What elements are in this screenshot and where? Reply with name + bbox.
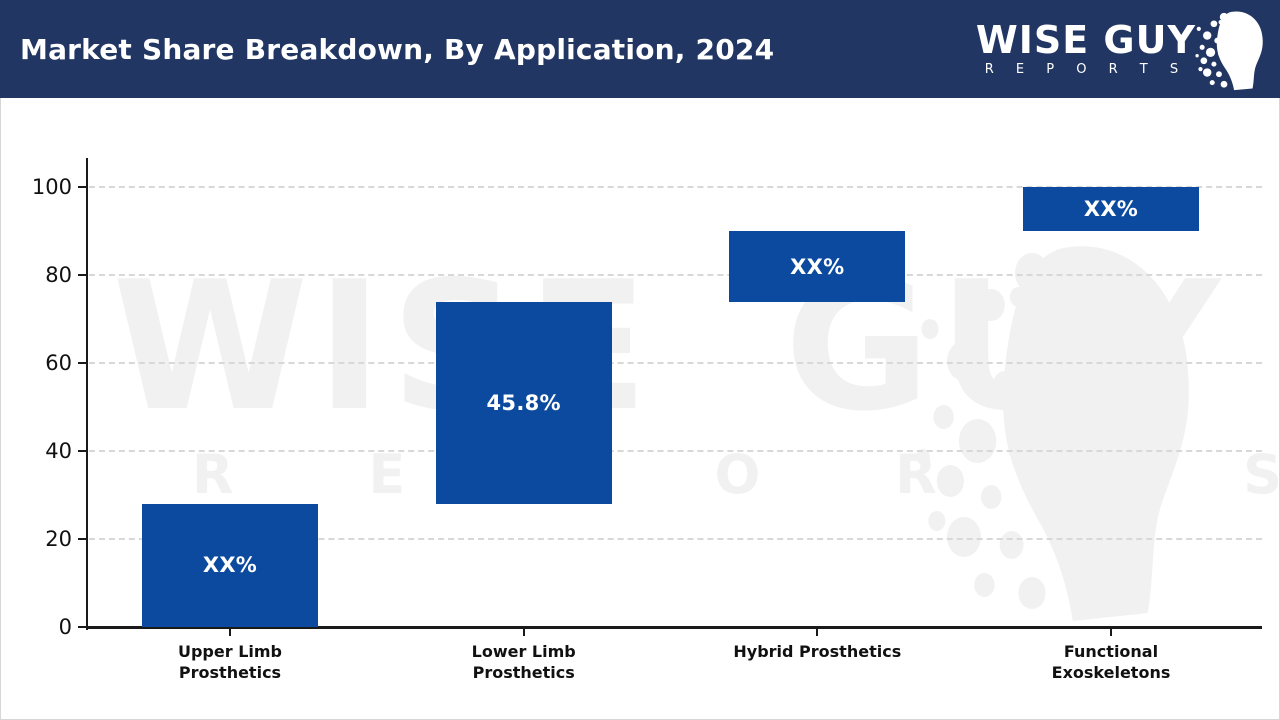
bar-upper-limb-prosthetics: XX% xyxy=(142,503,318,627)
x-tick-mark xyxy=(522,629,525,636)
y-gridline xyxy=(89,362,1262,364)
bar-value-label: XX% xyxy=(1083,197,1139,221)
watermark-head-icon xyxy=(916,246,1189,621)
y-gridline xyxy=(89,538,1262,540)
y-tick-mark xyxy=(78,186,86,188)
y-tick-mark xyxy=(78,450,86,452)
y-tick-label: 60 xyxy=(45,351,72,375)
x-category-label: Hybrid Prosthetics xyxy=(733,642,902,661)
bar-lower-limb-prosthetics: 45.8% xyxy=(435,302,612,504)
x-category-label: Upper Limb Prosthetics xyxy=(177,642,282,682)
x-category-label: Lower Limb Prosthetics xyxy=(471,642,576,682)
y-tick-label: 100 xyxy=(31,175,72,199)
y-tick-label: 20 xyxy=(45,527,72,551)
bar-value-label: 45.8% xyxy=(486,391,561,416)
header-bar: Market Share Breakdown, By Application, … xyxy=(0,0,1280,98)
x-tick-mark xyxy=(229,629,231,636)
x-tick-mark xyxy=(816,629,819,636)
chart-title: Market Share Breakdown, By Application, … xyxy=(20,32,775,66)
x-tick-mark xyxy=(1110,629,1112,636)
y-tick-label: 0 xyxy=(58,615,72,639)
y-axis-line xyxy=(86,158,88,630)
y-tick-mark xyxy=(78,274,86,276)
bar-hybrid-prosthetics: XX% xyxy=(729,231,906,303)
y-tick-mark xyxy=(78,362,86,364)
y-tick-label: 80 xyxy=(45,263,72,287)
x-axis-line xyxy=(86,626,1262,629)
y-gridline xyxy=(89,450,1262,452)
bar-value-label: XX% xyxy=(202,553,258,578)
x-category-label: Functional Exoskeletons xyxy=(1051,642,1171,682)
y-tick-mark xyxy=(78,626,86,628)
logo-subtitle: R E P O R T S xyxy=(984,62,1188,77)
frame-edge-left xyxy=(0,98,1,720)
bar-functional-exoskeletons: XX% xyxy=(1023,187,1199,231)
logo-wordmark: WISE GUY xyxy=(975,18,1196,62)
y-tick-label: 40 xyxy=(45,439,72,463)
y-tick-mark xyxy=(78,538,86,540)
bar-value-label: XX% xyxy=(790,254,845,279)
y-gridline xyxy=(89,186,1262,188)
y-gridline xyxy=(89,274,1262,276)
wise-guy-reports-logo: WISE GUY R E P O R T S xyxy=(976,6,1266,92)
logo-head-icon xyxy=(1195,11,1263,91)
